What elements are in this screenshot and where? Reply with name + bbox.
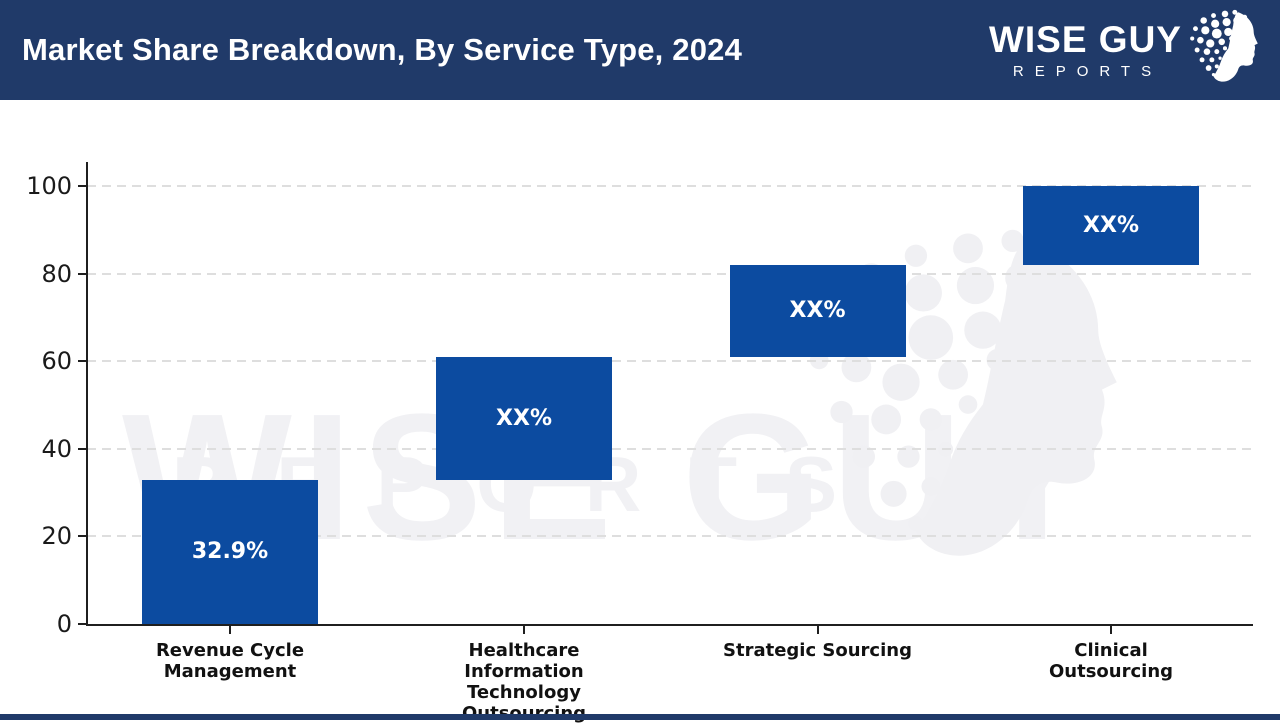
x-tick-label-2: Healthcare Information Technology Outsou… [462,640,586,724]
x-axis-line [86,624,1253,626]
y-tick-label-60: 60 [41,347,72,376]
bar-value-label: XX% [789,298,846,324]
gridline-100 [87,185,1253,187]
y-tick-mark-80 [78,272,87,275]
logo-name: WISE GUY [988,18,1182,60]
x-tick-label-1: Revenue Cycle Management [155,640,305,682]
waterfall-bar-2: XX% [436,356,612,480]
gridline-20 [87,535,1253,538]
footer-bar [0,714,1280,720]
y-tick-mark-0 [78,623,87,625]
y-tick-label-100: 100 [26,172,72,200]
x-tick-mark-4 [1110,626,1112,634]
y-tick-label-0: 0 [56,610,72,638]
y-tick-mark-40 [78,447,87,450]
y-tick-label-80: 80 [41,259,72,288]
gridline-80 [87,272,1253,275]
wise-guy-logo: WISE GUY REPORTS [989,7,1266,93]
bar-value-label: 32.9% [191,539,269,565]
y-tick-label-40: 40 [41,434,72,463]
waterfall-bar-4: XX% [1023,186,1199,265]
page-title: Market Share Breakdown, By Service Type,… [22,32,743,67]
y-tick-mark-20 [78,535,87,538]
y-tick-mark-60 [78,360,87,363]
logo-text: WISE GUY REPORTS [989,21,1182,80]
x-tick-mark-2 [523,626,525,634]
waterfall-bar-1: 32.9% [142,479,318,624]
y-axis-line [86,162,88,626]
x-tick-mark-1 [229,626,231,634]
x-tick-mark-3 [816,626,819,634]
y-tick-mark-100 [78,185,87,187]
waterfall-bar-3: XX% [729,264,906,357]
x-tick-label-3: Strategic Sourcing [723,640,912,661]
watermark-head-icon [809,229,1117,556]
logo-head-icon [1190,9,1258,82]
y-tick-label-20: 20 [41,522,72,551]
gridline-60 [87,360,1253,363]
bar-value-label: XX% [496,405,552,431]
logo-tagline: REPORTS [1012,62,1163,80]
header: Market Share Breakdown, By Service Type,… [0,0,1280,100]
chart-area: WISE GUY REPORTS 0 20 40 60 80 100 32.9% Revenu… [0,100,1280,724]
x-tick-label-4: Clinical Outsourcing [1048,640,1174,682]
bar-value-label: XX% [1083,212,1139,238]
gridline-40 [87,447,1253,450]
